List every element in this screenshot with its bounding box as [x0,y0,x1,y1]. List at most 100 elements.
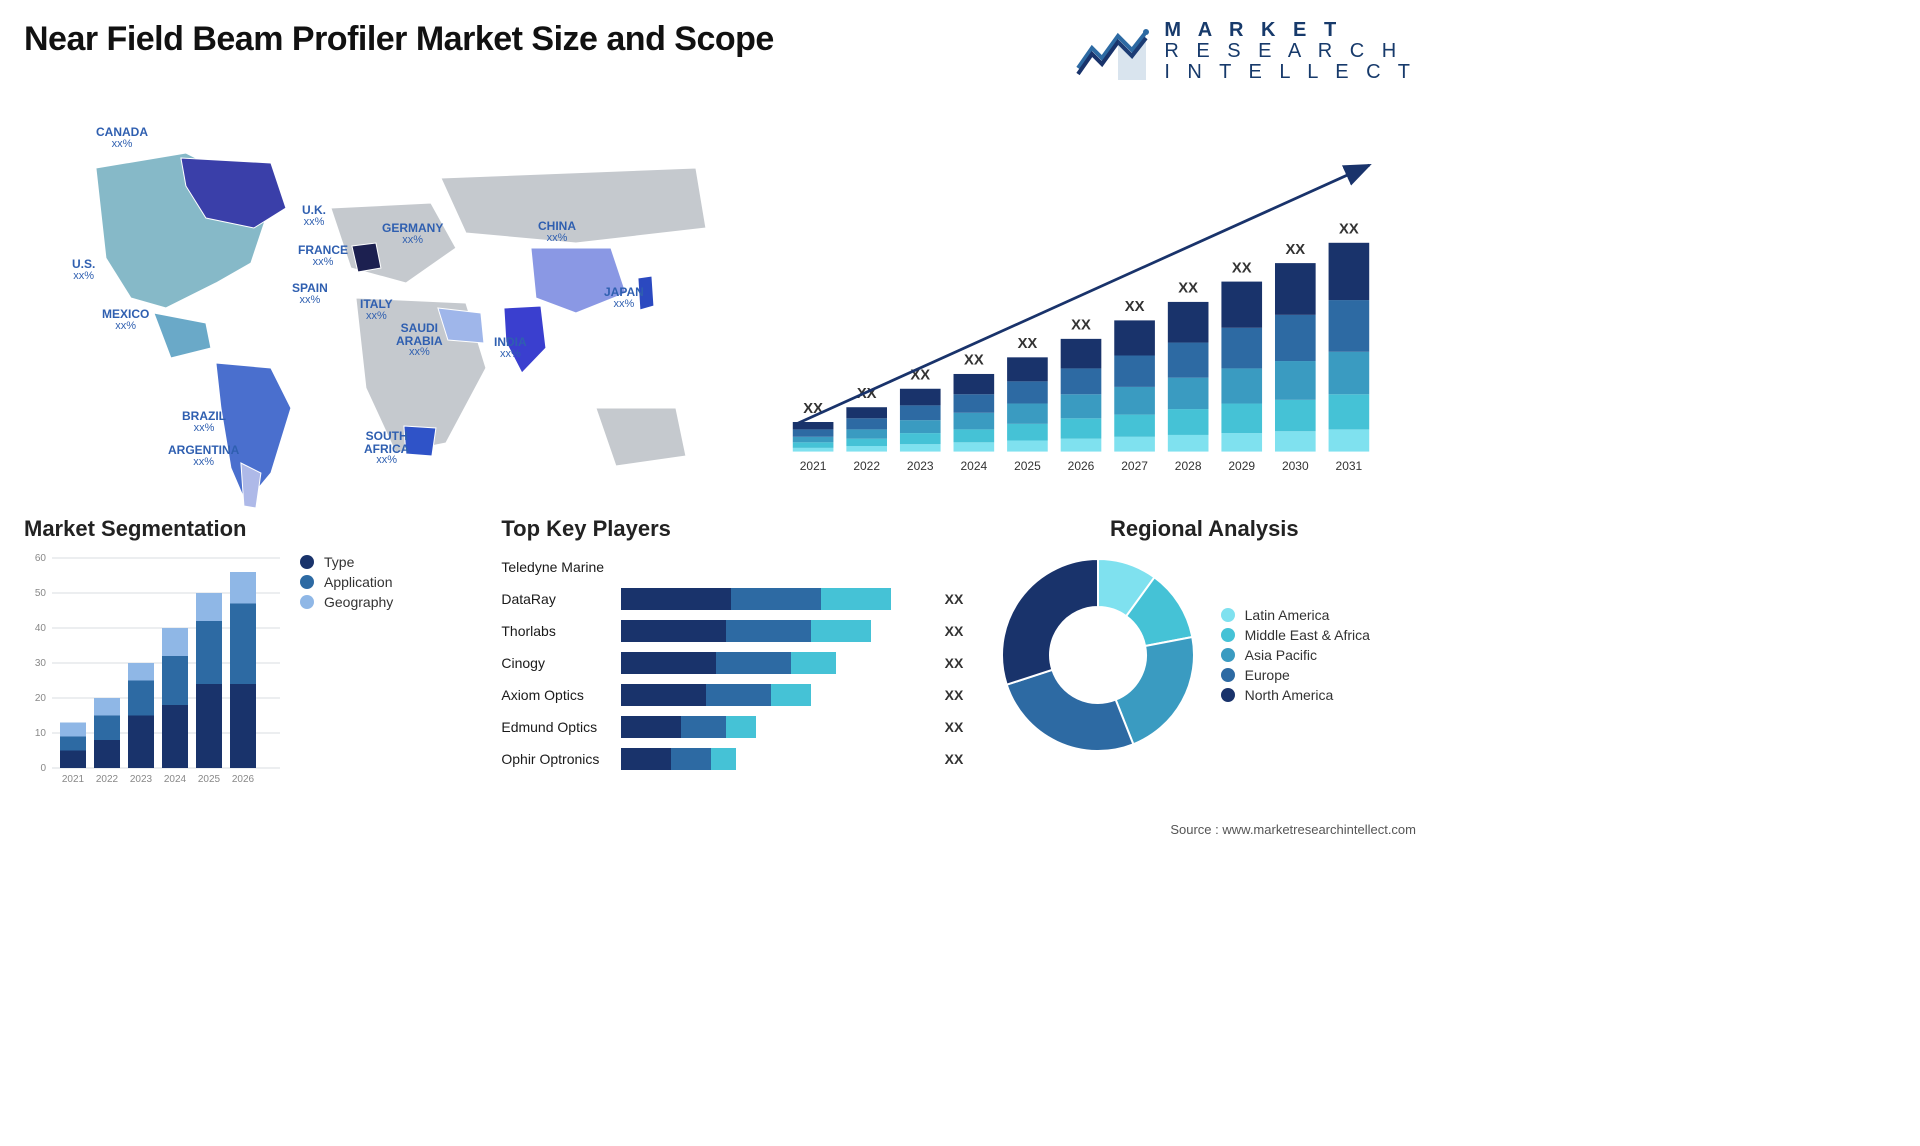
bottom-row: Market Segmentation 01020304050602021202… [24,516,1416,816]
seg-bar-seg [128,681,154,716]
main-bar-seg [1221,433,1262,451]
legend-dot [1221,648,1235,662]
key-player-bar [621,588,938,610]
key-player-row: CinogyXX [501,648,974,678]
main-bar-seg [846,429,887,438]
key-player-name: Edmund Optics [501,719,621,735]
seg-bar-seg [196,684,222,768]
main-bar-seg [793,448,834,452]
seg-bar-seg [162,628,188,656]
legend-label: Asia Pacific [1245,647,1317,663]
donut-slice [1002,559,1098,685]
main-bar-seg [900,389,941,406]
key-players-list: Teledyne MarineDataRayXXThorlabsXXCinogy… [501,550,974,776]
main-bar-seg [1221,282,1262,328]
regional-legend-item: North America [1221,687,1370,703]
main-bar-year: 2028 [1175,459,1202,473]
key-player-bar [621,716,938,738]
key-player-seg [791,652,836,674]
brand-text: M A R K E T R E S E A R C H I N T E L L … [1164,20,1416,83]
brand-logo: M A R K E T R E S E A R C H I N T E L L … [1074,20,1416,83]
source-footer: Source : www.marketresearchintellect.com [24,822,1416,837]
seg-ytick: 20 [35,693,47,704]
main-bar-year: 2026 [1067,459,1094,473]
main-bar-seg [1328,243,1369,300]
legend-dot [1221,688,1235,702]
legend-dot [300,555,314,569]
main-bar-seg [1007,424,1048,441]
key-player-name: DataRay [501,591,621,607]
seg-ytick: 40 [35,623,47,634]
key-player-bar [621,556,938,578]
main-bar-year: 2030 [1282,459,1309,473]
main-bar-seg [1221,404,1262,434]
key-player-seg [716,652,791,674]
main-bar-year: 2024 [960,459,987,473]
regional-legend-item: Europe [1221,667,1370,683]
map-label: ARGENTINAxx% [168,444,239,468]
main-bar-seg [1007,440,1048,451]
main-bar-seg [1114,355,1155,386]
seg-bar-seg [162,705,188,768]
seg-ytick: 30 [35,658,47,669]
key-player-row: Axiom OpticsXX [501,680,974,710]
map-region-Aus [596,408,686,466]
segmentation-legend: TypeApplicationGeography [300,550,393,816]
regional-panel: Regional Analysis Latin America Middle Ea… [993,516,1416,816]
mid-row: CANADAxx%U.S.xx%MEXICOxx%BRAZILxx%ARGENT… [24,108,1416,508]
key-player-xx: XX [939,591,975,607]
regional-title: Regional Analysis [993,516,1416,542]
main-bar-seg [1221,328,1262,369]
main-bar-seg [1221,368,1262,403]
key-player-name: Teledyne Marine [501,559,621,575]
main-bar-seg [900,444,941,451]
seg-bar-seg [128,663,154,681]
key-player-seg [621,748,671,770]
page-title: Near Field Beam Profiler Market Size and… [24,20,774,59]
main-bar-xx: XX [1178,281,1198,297]
key-player-seg [621,620,726,642]
map-label: SAUDIARABIAxx% [396,322,443,359]
main-bar-year: 2027 [1121,459,1148,473]
world-map-panel: CANADAxx%U.S.xx%MEXICOxx%BRAZILxx%ARGENT… [24,108,748,508]
legend-dot [300,595,314,609]
main-bar-seg [1168,302,1209,343]
key-player-seg [706,684,771,706]
map-region-Mex [154,313,211,358]
key-player-seg [726,620,811,642]
map-label: JAPANxx% [604,286,644,310]
legend-dot [1221,668,1235,682]
main-bar-seg [1275,315,1316,361]
seg-year: 2024 [164,774,187,785]
seg-bar-seg [230,684,256,768]
main-bar-seg [1061,368,1102,394]
main-bar-seg [1328,429,1369,451]
main-bar-seg [1007,357,1048,381]
key-players-panel: Top Key Players Teledyne MarineDataRayXX… [501,516,974,816]
main-bar-year: 2021 [800,459,827,473]
map-label: FRANCExx% [298,244,348,268]
seg-bar-seg [230,604,256,685]
main-bar-seg [900,405,941,420]
main-bar-xx: XX [1125,299,1145,315]
seg-ytick: 60 [35,553,47,564]
main-bar-xx: XX [1232,260,1252,276]
regional-legend: Latin America Middle East & Africa Asia Pa… [1221,603,1370,707]
main-bar-seg [953,442,994,451]
legend-label: Latin America [1245,607,1330,623]
key-player-seg [711,748,736,770]
main-bar-xx: XX [1071,318,1091,334]
map-label: INDIAxx% [494,336,527,360]
segmentation-chart: 0102030405060202120222023202420252026 [24,550,284,790]
main-bar-seg [1275,431,1316,451]
main-bar-seg [1061,394,1102,418]
legend-label: Middle East & Africa [1245,627,1370,643]
seg-bar-seg [94,740,120,768]
main-bar-seg [1168,409,1209,435]
main-bar-year: 2031 [1335,459,1362,473]
key-player-seg [621,716,681,738]
main-bar-seg [1168,435,1209,452]
main-bar-year: 2022 [853,459,880,473]
main-bar-seg [793,442,834,448]
map-label: U.S.xx% [72,258,95,282]
